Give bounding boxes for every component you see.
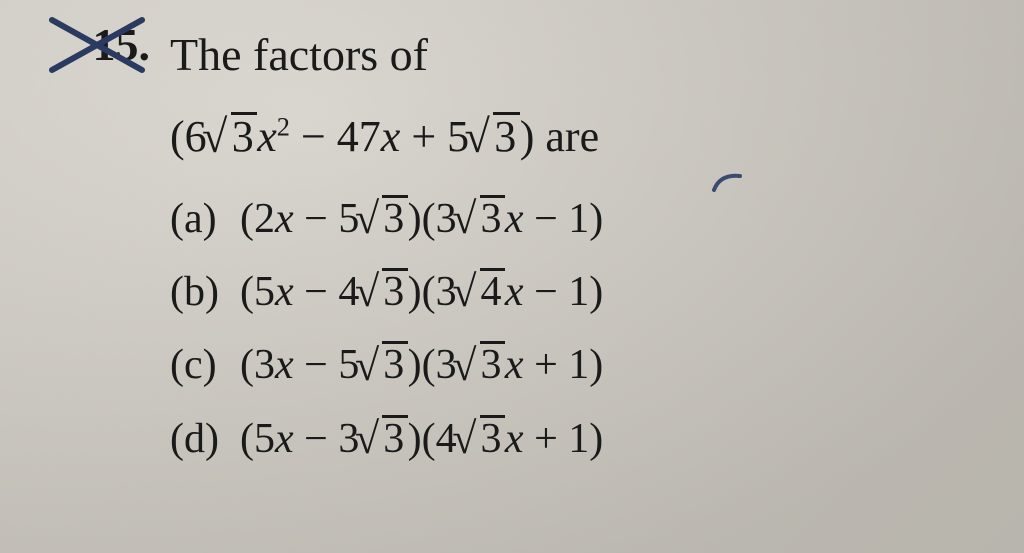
question-number-wrap: 15. — [60, 18, 150, 71]
radical-icon: 3 — [207, 102, 258, 172]
p1close: ) — [408, 196, 422, 242]
p2mid: − 1 — [524, 269, 590, 315]
p1var: x — [275, 269, 294, 315]
p2rad: 3 — [480, 415, 505, 460]
expr-var2: x — [381, 112, 401, 161]
p1rad: 3 — [382, 341, 407, 386]
p1var: x — [275, 342, 294, 388]
p2close: ) — [589, 196, 603, 242]
radical-icon: 3 — [457, 186, 505, 253]
p2close: ) — [589, 416, 603, 462]
option-c: (c)(3x − 53)(33x + 1) — [170, 332, 994, 399]
expr-mid: − 47 — [290, 112, 381, 161]
question-expression: (63x2 − 47x + 53) are — [170, 102, 994, 172]
p2var: x — [505, 196, 524, 242]
p2rad: 3 — [480, 341, 505, 386]
question-number: 15. — [93, 19, 151, 70]
p1rad: 3 — [382, 195, 407, 240]
p2close: ) — [589, 269, 603, 315]
radical-icon: 4 — [457, 259, 505, 326]
expr-exp1: 2 — [277, 111, 290, 141]
p1a: (5 — [240, 416, 275, 462]
p2var: x — [505, 416, 524, 462]
p2var: x — [505, 342, 524, 388]
option-d: (d)(5x − 33)(43x + 1) — [170, 406, 994, 473]
option-label: (b) — [170, 259, 240, 326]
option-b: (b)(5x − 43)(34x − 1) — [170, 259, 994, 326]
radical-icon: 3 — [359, 186, 407, 253]
p1var: x — [275, 416, 294, 462]
radical-icon: 3 — [359, 259, 407, 326]
expr-tail: are — [534, 112, 599, 161]
p1close: ) — [408, 416, 422, 462]
p1a: (2 — [240, 196, 275, 242]
radical-icon: 3 — [457, 332, 505, 399]
p1mid: − 5 — [294, 342, 360, 388]
p1close: ) — [408, 342, 422, 388]
question-prompt: The factors of — [170, 18, 994, 92]
tick-mark-icon — [710, 170, 750, 200]
expr-rad2: 3 — [493, 112, 519, 159]
option-label: (d) — [170, 406, 240, 473]
p2mid: + 1 — [524, 342, 590, 388]
p1a: (5 — [240, 269, 275, 315]
expr-rad1: 3 — [231, 112, 257, 159]
p1rad: 3 — [382, 268, 407, 313]
radical-icon: 3 — [359, 406, 407, 473]
p1mid: − 3 — [294, 416, 360, 462]
question-body: The factors of (63x2 − 47x + 53) are (a)… — [170, 18, 994, 473]
p2rad: 3 — [480, 195, 505, 240]
p1mid: − 4 — [294, 269, 360, 315]
p1mid: − 5 — [294, 196, 360, 242]
radical-icon: 3 — [359, 332, 407, 399]
p1close: ) — [408, 269, 422, 315]
p1a: (3 — [240, 342, 275, 388]
p1rad: 3 — [382, 415, 407, 460]
radical-icon: 3 — [457, 406, 505, 473]
radical-icon: 3 — [469, 102, 520, 172]
option-label: (a) — [170, 186, 240, 253]
p1var: x — [275, 196, 294, 242]
expr-var1: x — [257, 112, 277, 161]
p2rad: 4 — [480, 268, 505, 313]
p2var: x — [505, 269, 524, 315]
p2mid: + 1 — [524, 416, 590, 462]
expr-plus: + 5 — [400, 112, 469, 161]
option-label: (c) — [170, 332, 240, 399]
expr-close: ) — [520, 112, 535, 161]
option-a: (a)(2x − 53)(33x − 1) — [170, 186, 994, 253]
p2mid: − 1 — [524, 196, 590, 242]
question-block: 15. The factors of (63x2 − 47x + 53) are… — [60, 18, 994, 479]
p2close: ) — [589, 342, 603, 388]
